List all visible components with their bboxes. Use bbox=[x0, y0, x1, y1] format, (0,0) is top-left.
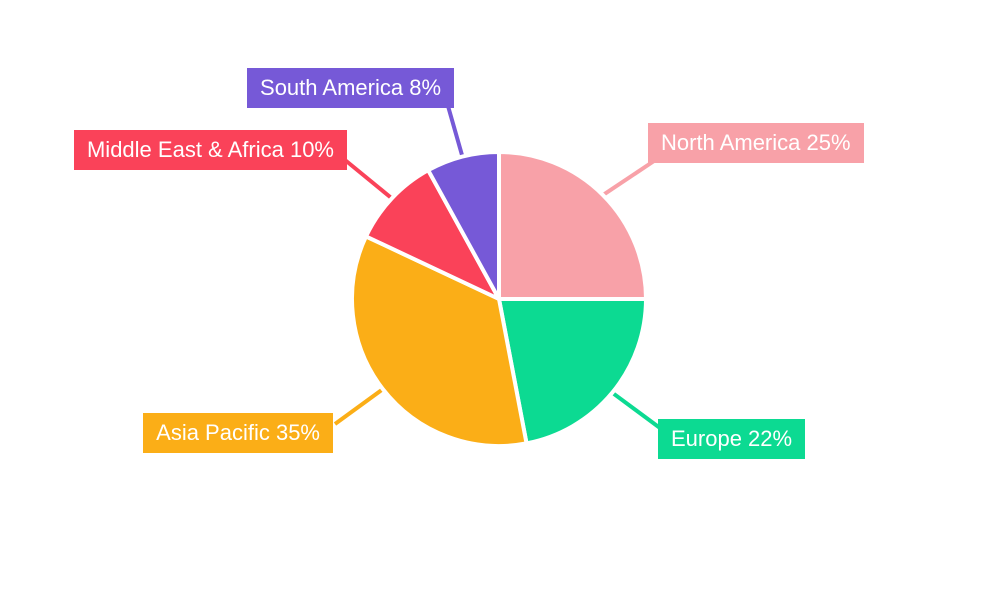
callout-europe: Europe 22% bbox=[658, 419, 806, 459]
pie-slice-europe[interactable] bbox=[497, 297, 648, 446]
leader-line-asia-pacific bbox=[333, 387, 385, 426]
pie-slice-south-america[interactable] bbox=[426, 150, 501, 301]
callout-south-america: South America 8% bbox=[247, 68, 454, 108]
pie-slice-north-america[interactable] bbox=[497, 150, 648, 301]
pie-slice-middle-east-africa[interactable] bbox=[363, 168, 501, 301]
pie-slice-asia-pacific[interactable] bbox=[350, 234, 529, 448]
leader-line-europe bbox=[611, 391, 662, 430]
leader-line-north-america bbox=[601, 159, 656, 197]
leader-line-south-america bbox=[446, 105, 465, 158]
callout-middle-east-africa: Middle East & Africa 10% bbox=[73, 130, 347, 170]
callout-north-america: North America 25% bbox=[648, 123, 864, 163]
callout-asia-pacific: Asia Pacific 35% bbox=[143, 413, 333, 453]
leader-line-middle-east-africa bbox=[343, 158, 394, 200]
